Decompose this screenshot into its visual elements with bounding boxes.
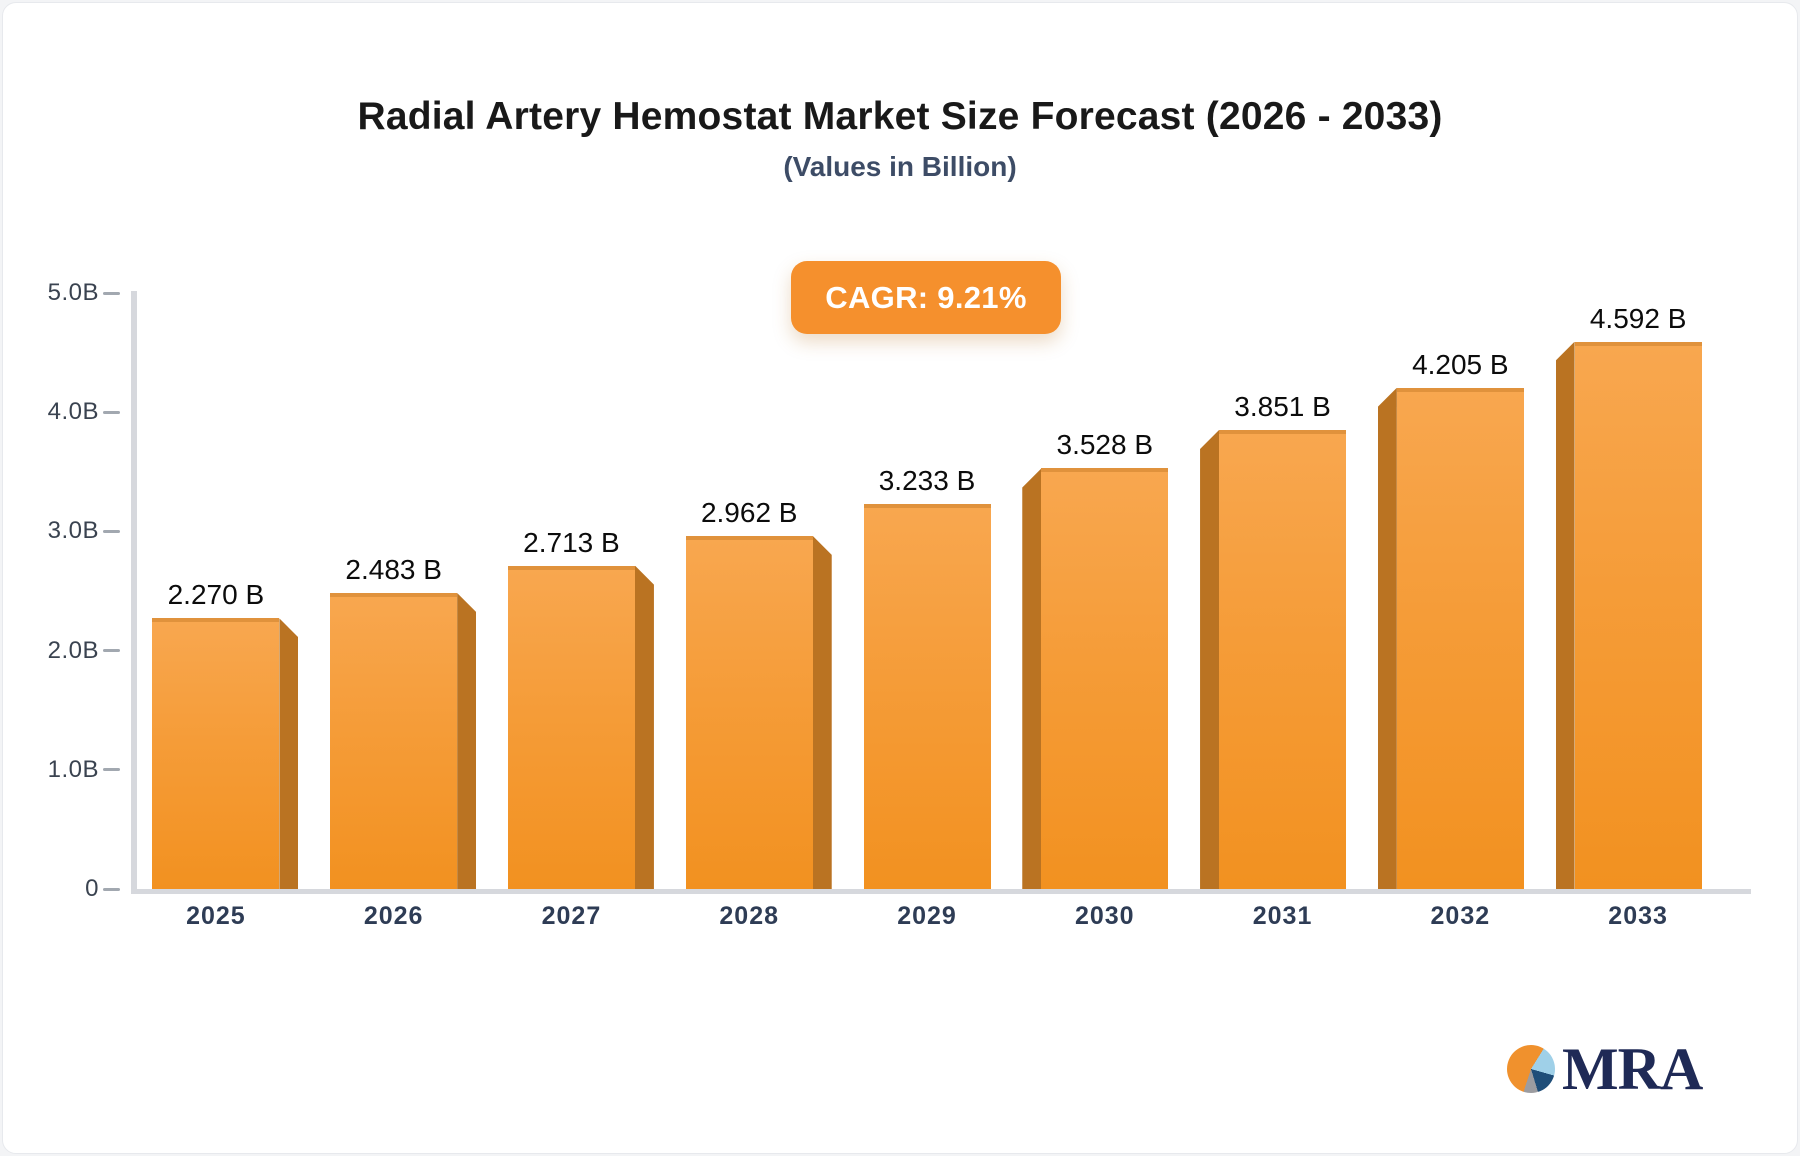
bar-value-label: 3.233 B xyxy=(878,464,976,496)
bar-value-label: 2.713 B xyxy=(523,526,620,558)
bar-2032 xyxy=(1396,387,1524,889)
bar-3d-side xyxy=(279,618,299,889)
chart-title: Radial Artery Hemostat Market Size Forec… xyxy=(357,95,1443,138)
bar-value-label: 4.592 B xyxy=(1589,302,1687,334)
bar-3d-side xyxy=(634,565,654,889)
cagr-badge-label: CAGR: 9.21% xyxy=(825,279,1027,315)
bar-2027 xyxy=(507,565,635,889)
y-axis-tick-label: 3.0B xyxy=(47,517,99,545)
bar-2031 xyxy=(1219,429,1347,889)
bar-2029 xyxy=(863,503,991,889)
bar-chart-plot-area: 0 1.0B 2.0B 3.0B 4.0B 5.0B 2.270 B 2025 2.483 B 2… xyxy=(3,3,1797,1153)
y-axis-line xyxy=(131,291,137,894)
bar-3d-side xyxy=(812,535,832,889)
x-axis-baseline xyxy=(131,889,1751,894)
bar-3d-side xyxy=(1200,429,1220,889)
x-axis-category-label: 2029 xyxy=(897,902,957,930)
y-axis-tick-mark xyxy=(103,291,120,295)
x-axis-category-label: 2025 xyxy=(186,902,246,930)
bar-value-label: 4.205 B xyxy=(1412,348,1509,380)
bar-3d-side xyxy=(1555,341,1575,889)
x-axis-category-label: 2027 xyxy=(541,902,602,930)
mra-logo-text: MRA xyxy=(1562,1036,1703,1102)
bar-3d-side xyxy=(1377,387,1397,889)
y-axis-tick-mark xyxy=(103,410,120,414)
bar-value-label: 2.483 B xyxy=(345,554,442,586)
y-axis-tick-mark xyxy=(103,529,120,533)
y-axis-tick-label: 5.0B xyxy=(47,279,99,306)
bar-2030 xyxy=(1041,468,1169,889)
y-axis-tick-label: 2.0B xyxy=(47,636,99,664)
bar-2026 xyxy=(330,593,458,889)
bar-value-label: 2.962 B xyxy=(700,496,798,528)
bar-value-label: 3.851 B xyxy=(1234,390,1331,422)
x-axis-category-label: 2033 xyxy=(1608,902,1668,930)
bar-value-label: 3.528 B xyxy=(1056,429,1154,461)
bar-2028 xyxy=(685,535,813,889)
x-axis-category-label: 2026 xyxy=(363,902,424,930)
y-axis-tick-mark xyxy=(103,649,120,653)
bar-3d-side xyxy=(1022,468,1042,889)
x-axis-category-label: 2030 xyxy=(1074,902,1135,930)
bar-3d-side xyxy=(457,593,477,889)
bar-value-label: 2.270 B xyxy=(167,579,265,611)
y-axis-tick-mark xyxy=(103,768,120,772)
x-axis-category-label: 2031 xyxy=(1252,902,1313,930)
cagr-badge: CAGR: 9.21% xyxy=(791,261,1061,334)
y-axis-tick-label: 4.0B xyxy=(47,398,99,426)
pie-chart-logo-icon xyxy=(1507,1045,1555,1093)
y-axis-tick-label: 1.0B xyxy=(47,755,99,783)
y-axis-tick-mark xyxy=(103,887,120,891)
x-axis-category-label: 2032 xyxy=(1430,902,1491,930)
x-axis-category-label: 2028 xyxy=(719,902,780,930)
y-axis-tick-label: 0 xyxy=(85,875,99,902)
chart-subtitle: (Values in Billion) xyxy=(783,151,1017,182)
bar-2025 xyxy=(152,618,280,889)
bar-2033 xyxy=(1574,341,1702,889)
mra-logo: MRA xyxy=(1507,1036,1703,1102)
